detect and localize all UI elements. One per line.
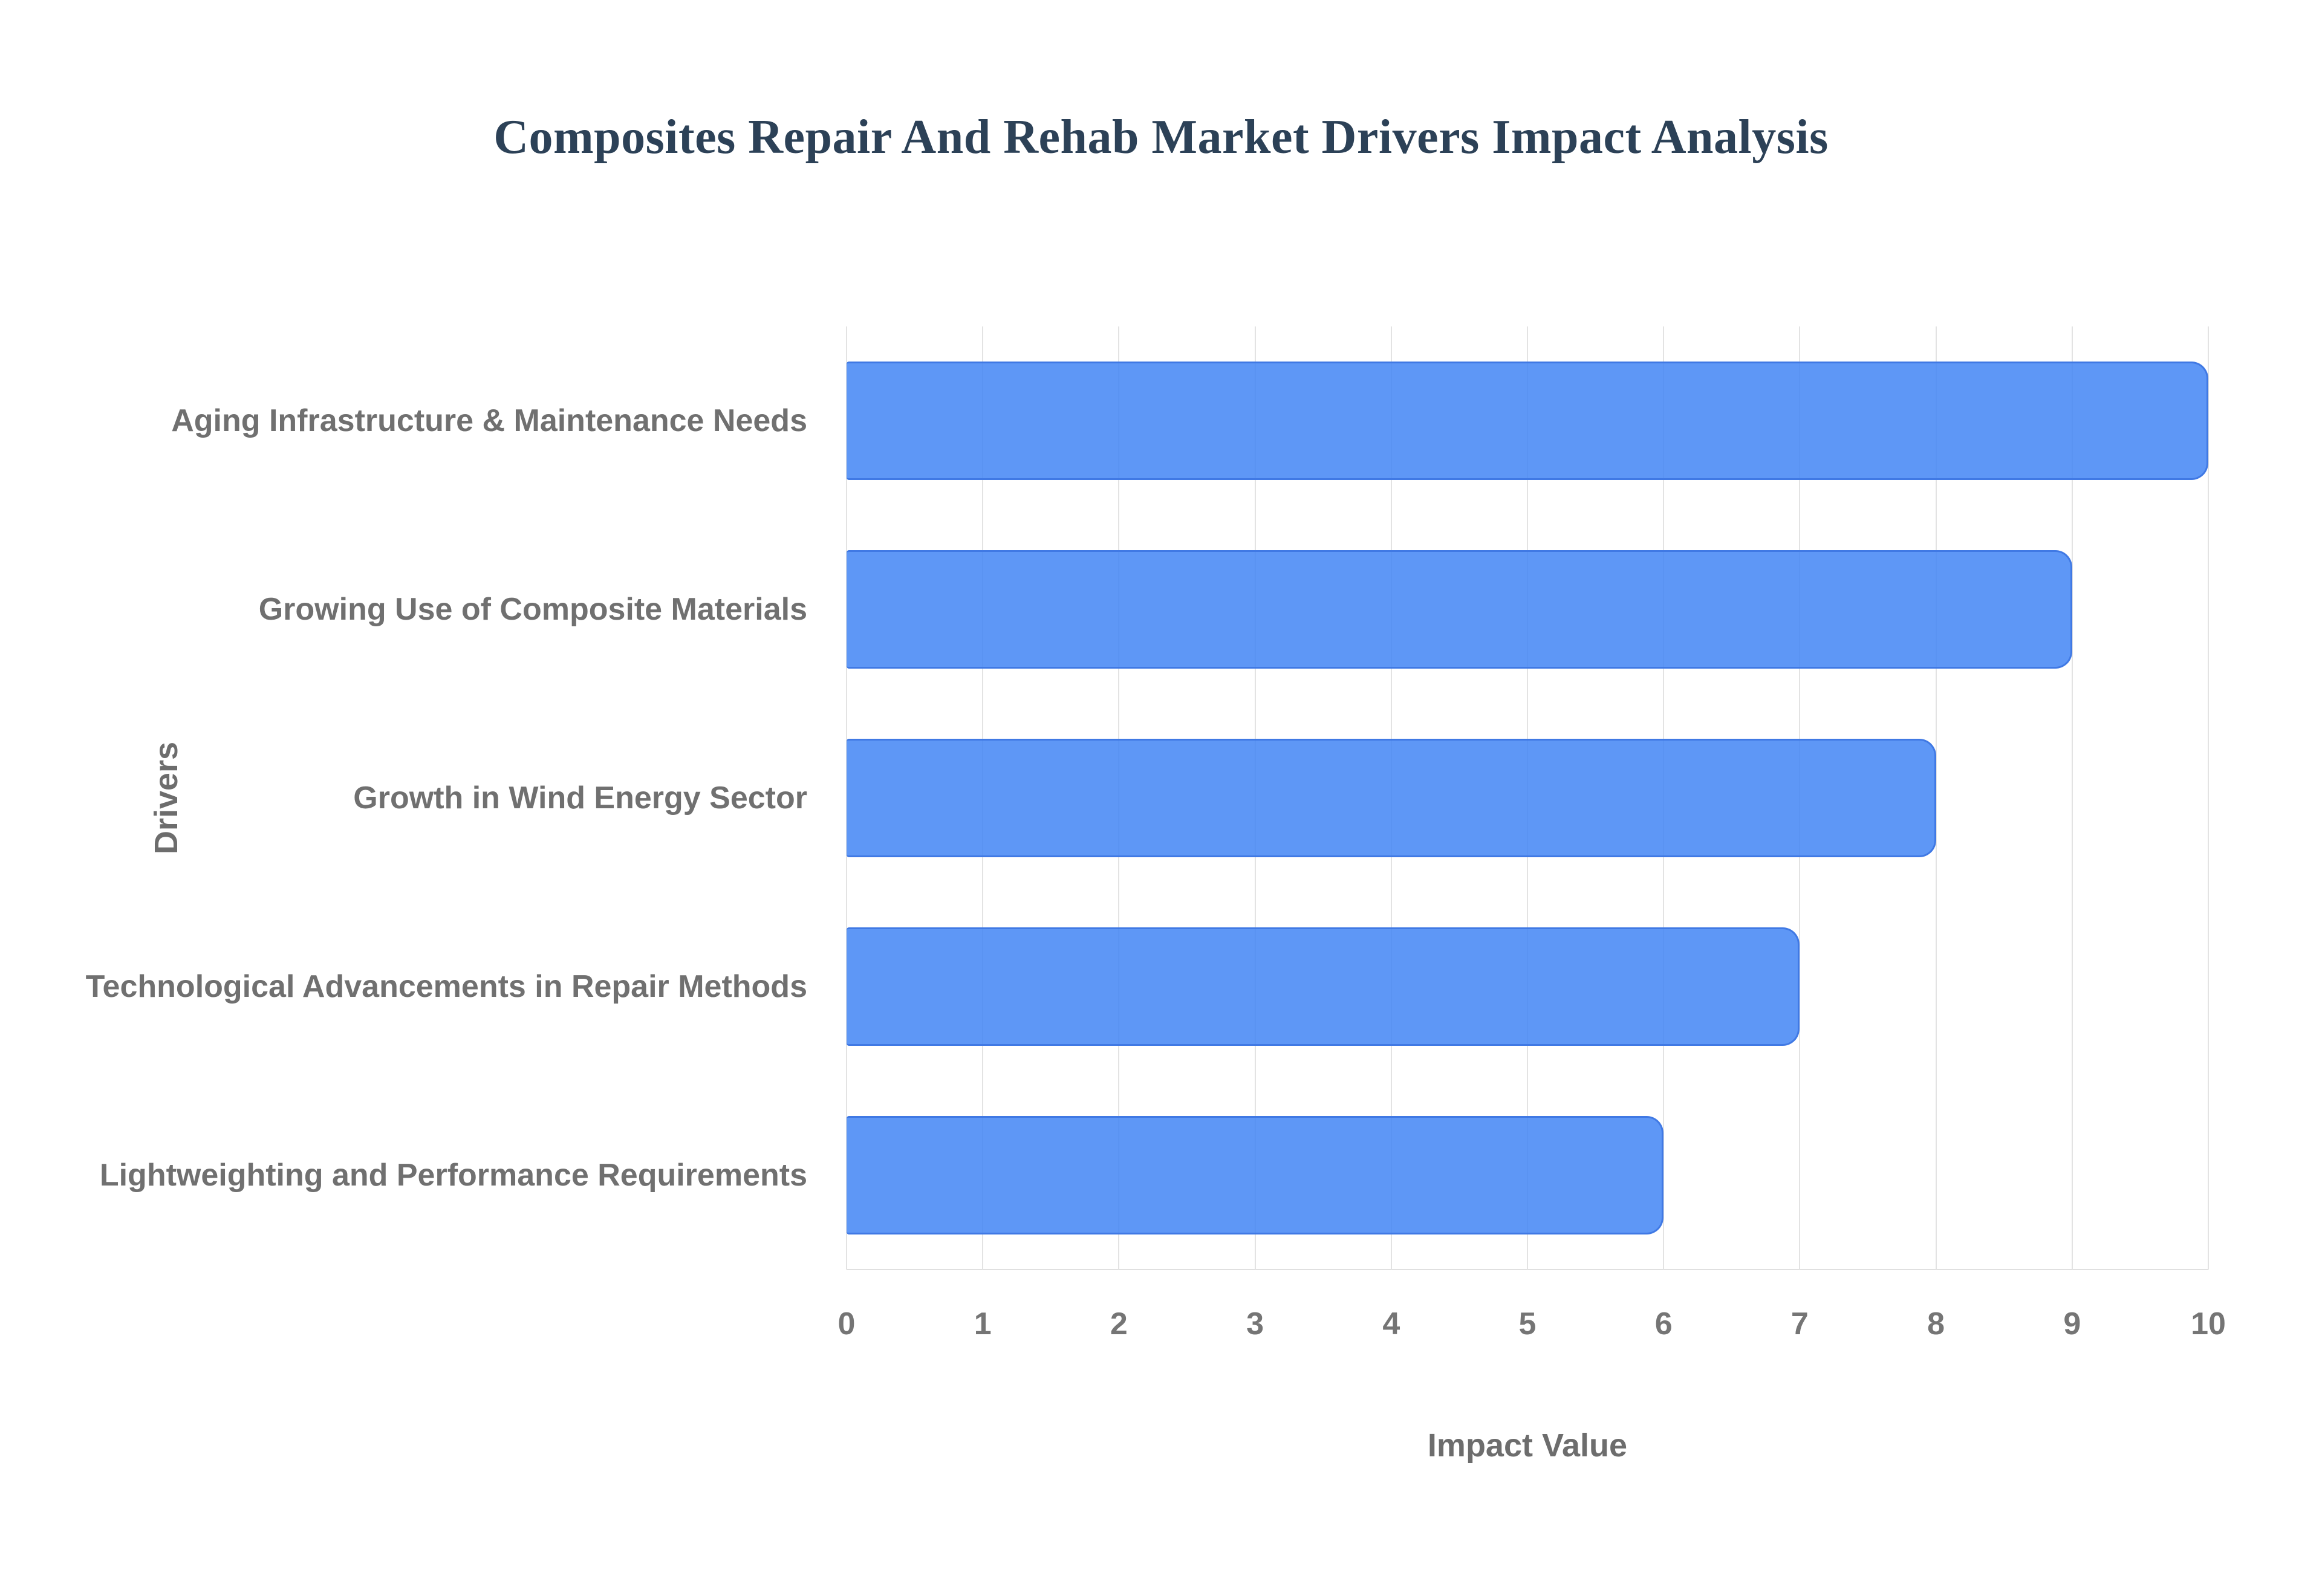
bar — [847, 1116, 1664, 1234]
category-label: Aging Infrastructure & Maintenance Needs — [171, 403, 807, 438]
gridline — [1935, 326, 1937, 1270]
category-label: Growing Use of Composite Materials — [258, 591, 807, 627]
category-labels: Aging Infrastructure & Maintenance Needs… — [0, 326, 807, 1270]
bar — [847, 362, 2208, 480]
x-tick-label: 3 — [1246, 1306, 1264, 1341]
bar — [847, 927, 1800, 1046]
bar — [847, 550, 2072, 669]
x-tick-label: 1 — [974, 1306, 992, 1341]
x-tick-label: 0 — [837, 1306, 856, 1341]
x-tick-labels: 0 1 2 3 4 5 6 7 8 9 10 — [838, 1306, 2226, 1348]
gridline — [2208, 326, 2209, 1270]
x-tick-label: 6 — [1654, 1306, 1673, 1341]
x-tick-label: 2 — [1110, 1306, 1128, 1341]
x-tick-label: 7 — [1790, 1306, 1809, 1341]
gridline — [2071, 326, 2073, 1270]
category-label: Growth in Wind Energy Sector — [353, 780, 807, 816]
category-label: Lightweighting and Performance Requireme… — [99, 1157, 807, 1193]
plot-area — [846, 326, 2209, 1270]
bar — [847, 739, 1936, 857]
x-tick-label: 4 — [1382, 1306, 1400, 1341]
x-tick-label: 9 — [2063, 1306, 2081, 1341]
x-tick-label: 5 — [1518, 1306, 1537, 1341]
x-axis-title: Impact Value — [1427, 1427, 1628, 1464]
x-tick-label: 10 — [2191, 1306, 2226, 1341]
chart-title: Composites Repair And Rehab Market Drive… — [493, 111, 1829, 164]
x-tick-label: 8 — [1927, 1306, 1945, 1341]
x-axis-baseline — [847, 1269, 2208, 1270]
category-label: Technological Advancements in Repair Met… — [85, 968, 807, 1004]
